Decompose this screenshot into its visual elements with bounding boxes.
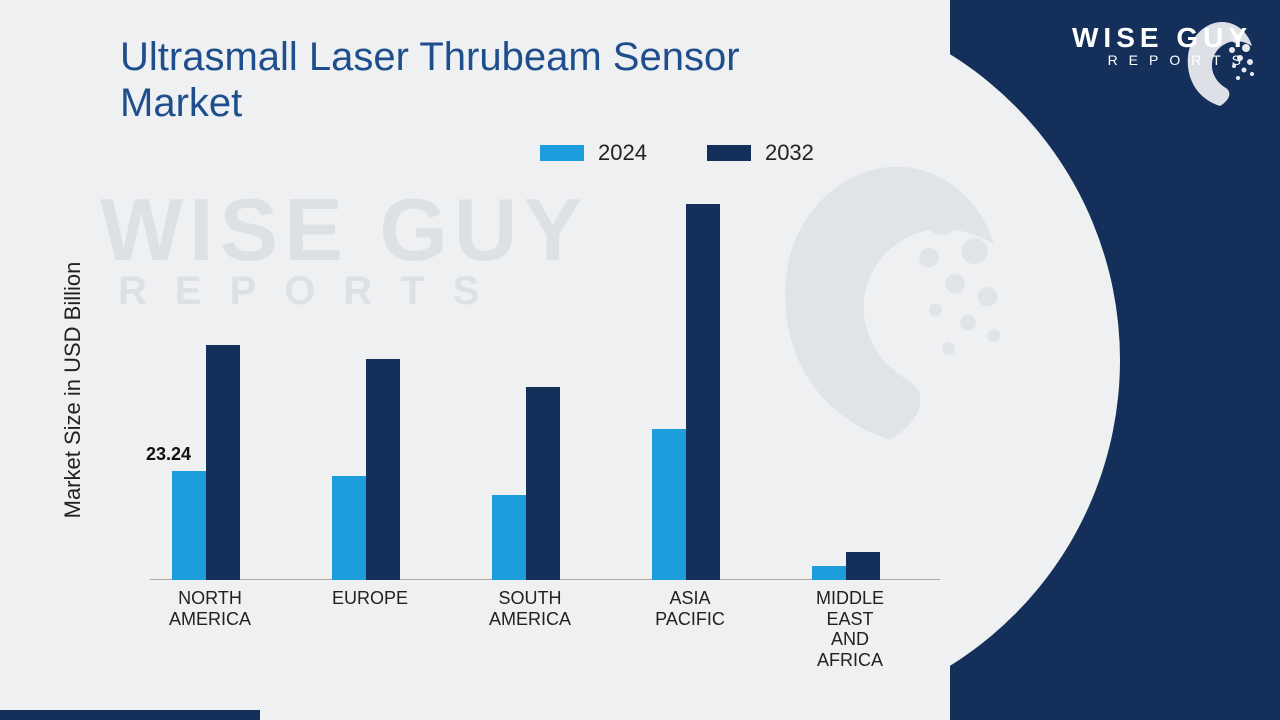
legend-item-2024: 2024 — [540, 140, 647, 166]
bar-2024 — [172, 471, 206, 580]
bar-2032 — [366, 359, 400, 580]
bar-2032 — [686, 204, 720, 580]
category-label: EUROPE — [290, 580, 450, 609]
bar-2024 — [812, 566, 846, 580]
category-label: MIDDLEEASTANDAFRICA — [770, 580, 930, 671]
bar-2024 — [652, 429, 686, 580]
brand-line1: WISE GUY — [1072, 22, 1252, 54]
legend: 2024 2032 — [540, 140, 814, 166]
chart-container: Market Size in USD Billion 2024 2032 23.… — [60, 140, 940, 680]
chart-title: Ultrasmall Laser Thrubeam Sensor Market — [120, 34, 760, 126]
category-label: NORTHAMERICA — [130, 580, 290, 629]
page-root: WISE GUY REPORTS WISE GUY REPORTS Ultras… — [0, 0, 1280, 720]
bar-2032 — [846, 552, 880, 580]
legend-swatch-2024 — [540, 145, 584, 161]
category-label: SOUTHAMERICA — [450, 580, 610, 629]
brand-line2: REPORTS — [1072, 52, 1252, 68]
legend-label-2024: 2024 — [598, 140, 647, 166]
brand-logo: WISE GUY REPORTS — [1072, 22, 1252, 68]
bar-2024 — [492, 495, 526, 580]
bar-2032 — [206, 345, 240, 580]
legend-label-2032: 2032 — [765, 140, 814, 166]
category-label: ASIAPACIFIC — [610, 580, 770, 629]
bottom-accent-bar — [0, 710, 260, 720]
bar-value-label: 23.24 — [146, 444, 191, 465]
legend-swatch-2032 — [707, 145, 751, 161]
bar-2032 — [526, 387, 560, 580]
legend-item-2032: 2032 — [707, 140, 814, 166]
plot-area: 23.24NORTHAMERICAEUROPESOUTHAMERICAASIAP… — [150, 180, 940, 580]
y-axis-label: Market Size in USD Billion — [60, 262, 86, 519]
bar-2024 — [332, 476, 366, 580]
